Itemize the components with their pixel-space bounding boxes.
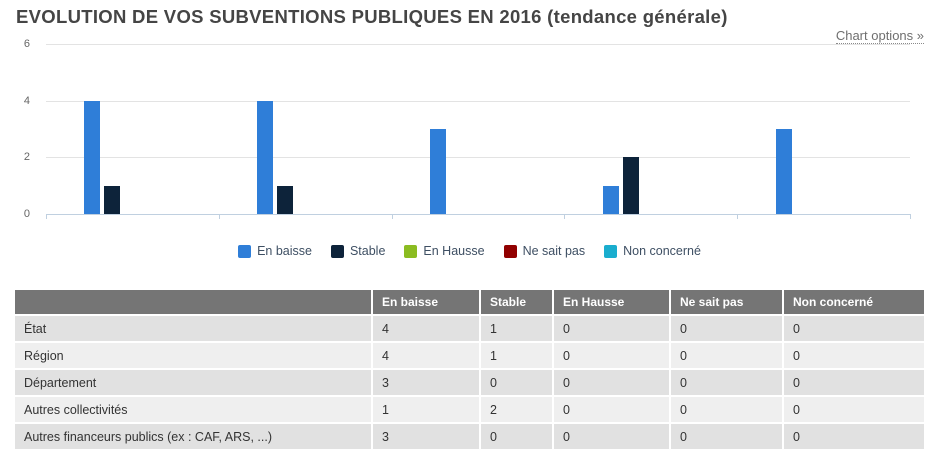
column-header-en-baisse: En baisse	[373, 290, 479, 314]
table-cell: 0	[671, 316, 782, 341]
y-axis-label: 0	[23, 208, 30, 220]
bar-stable-region[interactable]	[277, 185, 293, 214]
table-cell: 0	[554, 370, 669, 395]
gridline	[46, 214, 910, 215]
bar-chart: 0 2 4 6	[23, 38, 911, 220]
bar-en-baisse-autres-financeurs-publics-ex-caf-ars[interactable]	[776, 129, 792, 214]
bar-en-baisse-region[interactable]	[257, 100, 273, 214]
table-cell: 0	[554, 397, 669, 422]
row-label: État	[15, 316, 371, 341]
bar-stable-etat[interactable]	[104, 185, 120, 214]
table-cell: 1	[373, 397, 479, 422]
row-label: Autres financeurs publics (ex : CAF, ARS…	[15, 424, 371, 449]
bar-en-baisse-autres-collectivites[interactable]	[603, 185, 619, 214]
table-cell: 1	[481, 316, 552, 341]
chart-options-link[interactable]: Chart options »	[835, 28, 924, 44]
legend-swatch-non-concerne	[604, 244, 618, 258]
row-label: Autres collectivités	[15, 397, 371, 422]
y-axis-label: 4	[23, 94, 30, 107]
x-axis-tick	[564, 214, 565, 219]
column-header-empty	[15, 290, 371, 314]
legend-item-en-baisse[interactable]: En baisse	[238, 244, 312, 258]
legend-item-ne-sait-pas[interactable]: Ne sait pas	[503, 244, 586, 258]
table-cell: 2	[481, 397, 552, 422]
legend-swatch-en-hausse	[404, 244, 418, 258]
table-cell: 0	[671, 424, 782, 449]
y-axis-label: 2	[23, 151, 30, 164]
column-header-stable: Stable	[481, 290, 552, 314]
table-cell: 4	[373, 343, 479, 368]
x-axis-tick	[737, 214, 738, 219]
table-cell: 0	[671, 370, 782, 395]
table-cell: 0	[784, 370, 924, 395]
column-header-en-hausse: En Hausse	[554, 290, 669, 314]
legend-item-non-concerne[interactable]: Non concerné	[604, 244, 701, 258]
x-axis-tick	[219, 214, 220, 219]
chart-legend: En baisse Stable En Hausse Ne sait pas Non c…	[0, 241, 939, 261]
page-title: EVOLUTION DE VOS SUBVENTIONS PUBLIQUES E…	[16, 6, 728, 27]
table-header: En baisse Stable En Hausse Ne sait pas Non c…	[15, 290, 924, 314]
table-cell: 0	[784, 316, 924, 341]
table-cell: 0	[671, 397, 782, 422]
table-row: Département 3 0 0 0 0	[15, 370, 924, 395]
table-cell: 0	[784, 397, 924, 422]
table-cell: 0	[671, 343, 782, 368]
legend-item-stable[interactable]: Stable	[330, 244, 386, 258]
table-cell: 0	[554, 424, 669, 449]
results-table: En baisse Stable En Hausse Ne sait pas Non c…	[13, 288, 926, 451]
table-cell: 4	[373, 316, 479, 341]
table-row: Région 4 1 0 0 0	[15, 343, 924, 368]
gridline	[46, 44, 910, 45]
bar-en-baisse-departement[interactable]	[430, 129, 446, 214]
row-label: Département	[15, 370, 371, 395]
legend-swatch-ne-sait-pas	[503, 244, 517, 258]
legend-item-en-hausse[interactable]: En Hausse	[404, 244, 485, 258]
row-label: Région	[15, 343, 371, 368]
column-header-non-concerne: Non concerné	[784, 290, 924, 314]
x-axis-tick	[46, 214, 47, 219]
legend-label: Stable	[349, 244, 386, 258]
table-cell: 3	[373, 424, 479, 449]
x-axis-tick	[910, 214, 911, 219]
table-row: Autres financeurs publics (ex : CAF, ARS…	[15, 424, 924, 449]
legend-label: Ne sait pas	[522, 244, 586, 258]
table-row: État 4 1 0 0 0	[15, 316, 924, 341]
legend-label: Non concerné	[623, 244, 701, 258]
bar-en-baisse-etat[interactable]	[84, 100, 100, 214]
table-cell: 0	[784, 424, 924, 449]
table-cell: 3	[373, 370, 479, 395]
y-axis-label: 6	[23, 38, 30, 50]
table-cell: 0	[784, 343, 924, 368]
x-axis-tick	[392, 214, 393, 219]
bar-stable-autres-collectivites[interactable]	[623, 157, 639, 214]
legend-label: En baisse	[257, 244, 312, 258]
table-cell: 0	[554, 316, 669, 341]
table-cell: 0	[481, 424, 552, 449]
table-cell: 0	[554, 343, 669, 368]
legend-swatch-en-baisse	[238, 244, 252, 258]
gridline	[46, 100, 910, 102]
column-header-ne-sait-pas: Ne sait pas	[671, 290, 782, 314]
legend-swatch-stable	[330, 244, 344, 258]
legend-label: En Hausse	[423, 244, 485, 258]
gridline	[46, 157, 910, 159]
table-cell: 0	[481, 370, 552, 395]
table-cell: 1	[481, 343, 552, 368]
table-row: Autres collectivités 1 2 0 0 0	[15, 397, 924, 422]
